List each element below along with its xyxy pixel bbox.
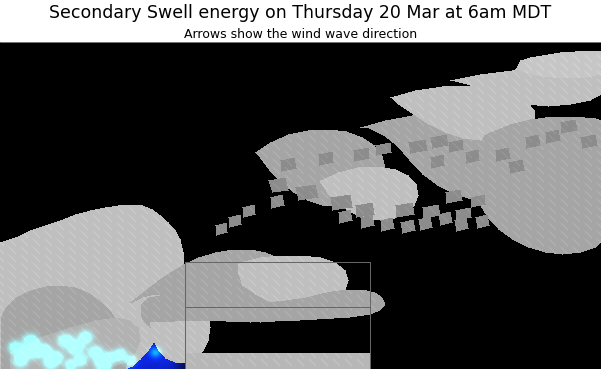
Text: Arrows show the wind wave direction: Arrows show the wind wave direction	[184, 28, 417, 41]
Text: Secondary Swell energy on Thursday 20 Mar at 6am MDT: Secondary Swell energy on Thursday 20 Ma…	[49, 4, 552, 22]
